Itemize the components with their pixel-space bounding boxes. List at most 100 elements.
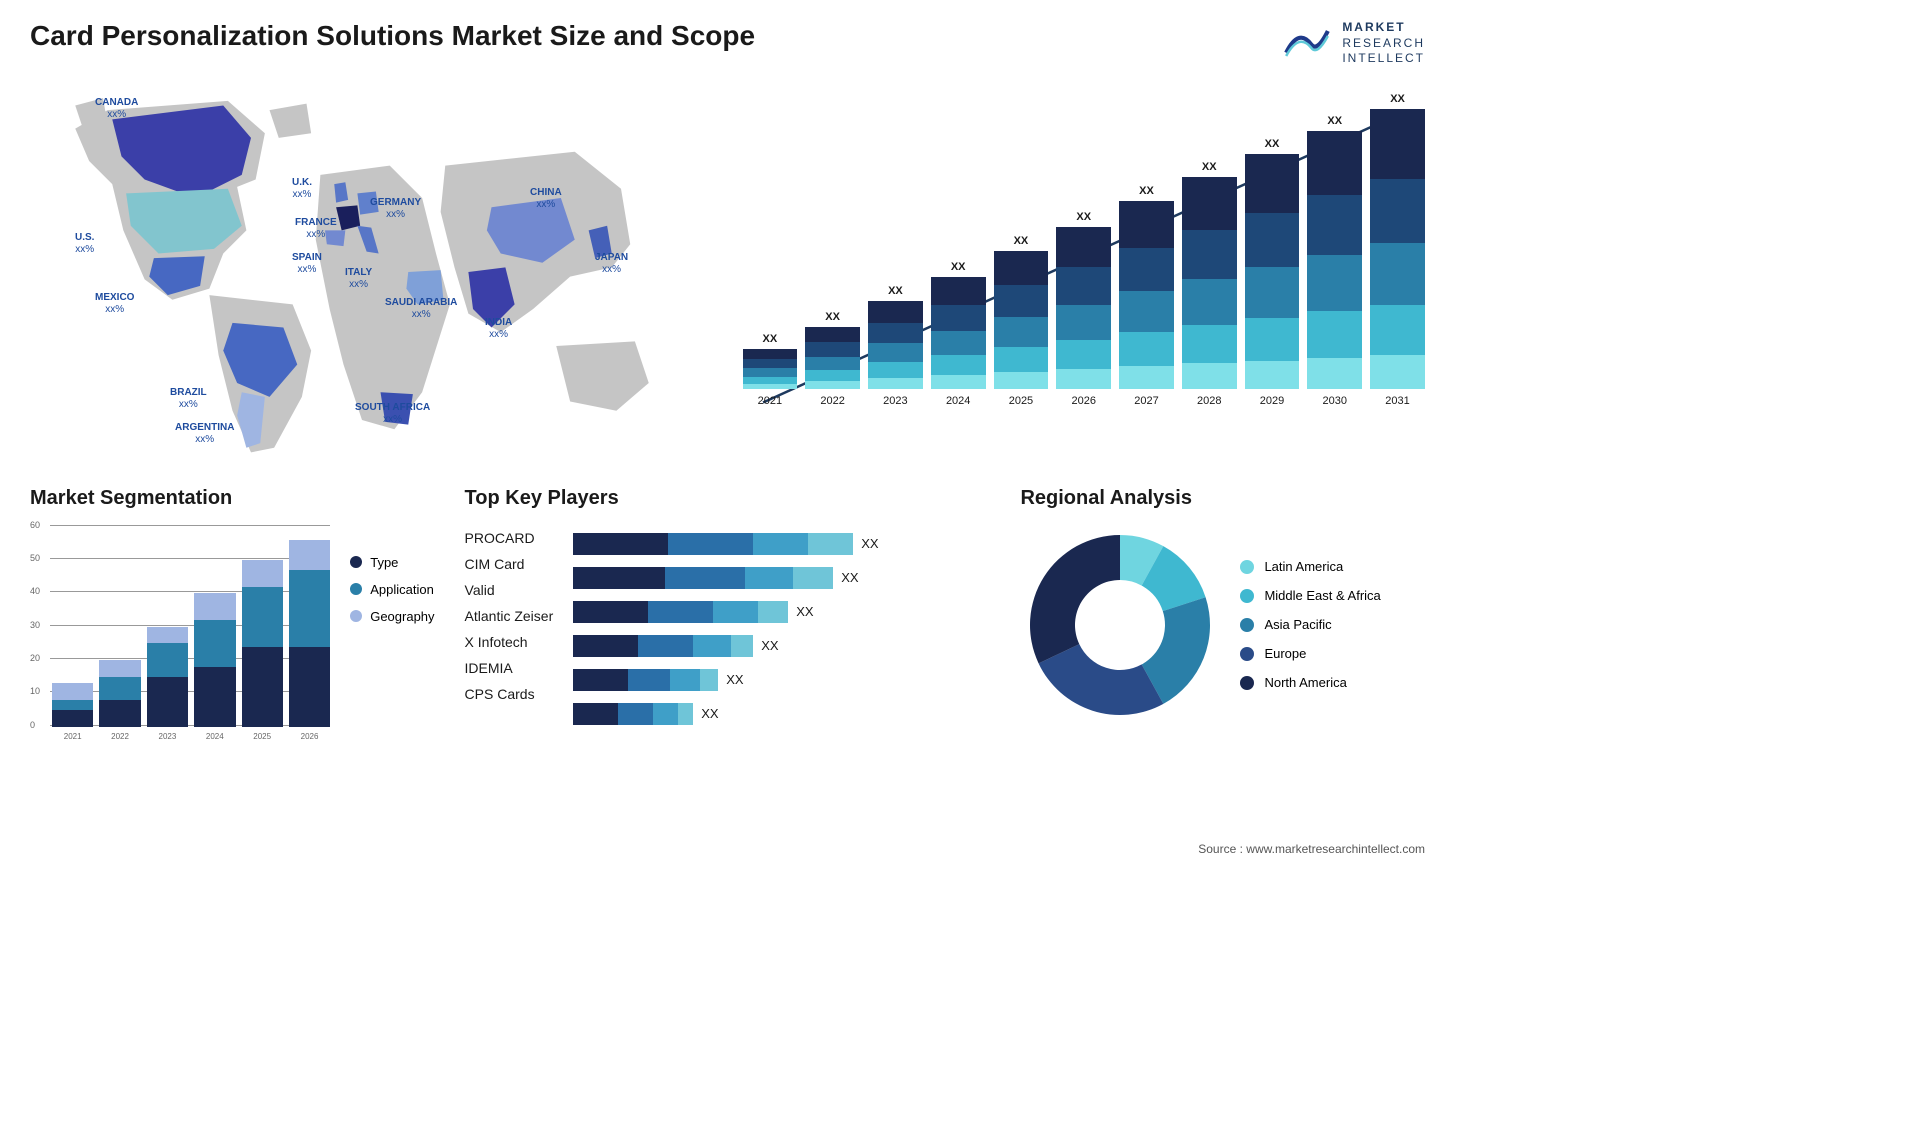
map-label-canada: CANADAxx% [95,97,138,121]
donut-slice [1039,644,1164,715]
yearly-bar-2027: XX 2027 [1119,185,1174,407]
map-label-japan: JAPANxx% [595,252,628,276]
bottom-row: Market Segmentation 01020304050602021202… [30,487,1425,767]
seg-bar-2023: 2023 [147,627,188,727]
player-name: Valid [465,582,554,598]
logo-text: MARKET RESEARCH INTELLECT [1342,20,1425,67]
yearly-bar-2029: XX2029 [1245,138,1300,407]
yearly-bar-value: XX [763,333,778,345]
regional-legend-item: Europe [1240,646,1380,661]
yearly-bar-2024: XX 2024 [931,261,986,407]
player-bar-row: XX [573,533,878,555]
yearly-bar-2021: XX 2021 [743,333,798,407]
segmentation-section: Market Segmentation 01020304050602021202… [30,487,435,767]
yearly-bar-2028: XX 2028 [1182,161,1237,407]
seg-legend-item: Geography [350,609,434,624]
regional-legend-item: North America [1240,675,1380,690]
regional-legend-item: Asia Pacific [1240,617,1380,632]
players-bars-chart: XX XX XX XX XX XX [573,525,878,725]
regional-donut-chart [1020,525,1220,725]
seg-year-label: 2026 [301,732,319,741]
player-bar-value: XX [841,570,858,585]
yearly-bar-value: XX [1202,161,1217,173]
legend-dot-icon [350,556,362,568]
yearly-year-label: 2023 [883,395,907,407]
yearly-bar-2022: XX 2022 [805,311,860,407]
legend-dot-icon [1240,589,1254,603]
yearly-bar-2031: XX2031 [1370,93,1425,407]
yearly-bar-value: XX [825,311,840,323]
yearly-year-label: 2024 [946,395,970,407]
seg-bar-2025: 2025 [242,560,283,727]
map-label-southafrica: SOUTH AFRICAxx% [355,402,430,426]
map-label-uk: U.K.xx% [292,177,312,201]
yearly-bar-value: XX [888,285,903,297]
player-bar-row: XX [573,601,878,623]
legend-dot-icon [350,610,362,622]
yearly-bar-value: XX [1139,185,1154,197]
yearly-year-label: 2030 [1323,395,1347,407]
yearly-bar-value: XX [951,261,966,273]
seg-bar-2022: 2022 [99,660,140,727]
map-label-argentina: ARGENTINAxx% [175,422,234,446]
seg-year-label: 2024 [206,732,224,741]
segmentation-chart: 0102030405060202120222023202420252026 Ty… [30,525,435,745]
player-bar-value: XX [861,536,878,551]
seg-year-label: 2023 [159,732,177,741]
regional-legend-item: Latin America [1240,559,1380,574]
yearly-year-label: 2021 [758,395,782,407]
players-list: PROCARDCIM CardValidAtlantic ZeiserX Inf… [465,525,554,725]
players-title: Top Key Players [465,487,879,510]
yearly-year-label: 2025 [1009,395,1033,407]
top-row: CANADAxx%U.S.xx%MEXICOxx%BRAZILxx%ARGENT… [30,87,1425,457]
seg-year-label: 2022 [111,732,129,741]
player-bar-value: XX [796,604,813,619]
seg-bar-2026: 2026 [289,540,330,727]
yearly-growth-chart: XX2021XX2022XX2023XX2024XX2025XX2026XX20… [743,87,1426,457]
legend-dot-icon [350,583,362,595]
yearly-year-label: 2031 [1385,395,1409,407]
map-label-italy: ITALYxx% [345,267,372,291]
regional-legend-item: Middle East & Africa [1240,588,1380,603]
legend-dot-icon [1240,618,1254,632]
yearly-bar-value: XX [1076,211,1091,223]
map-label-spain: SPAINxx% [292,252,322,276]
header: Card Personalization Solutions Market Si… [30,20,1425,67]
seg-ytick: 0 [30,720,35,730]
seg-year-label: 2021 [64,732,82,741]
regional-section: Regional Analysis Latin AmericaMiddle Ea… [1020,487,1425,767]
brand-logo: MARKET RESEARCH INTELLECT [1282,20,1425,67]
yearly-bar-value: XX [1265,138,1280,150]
seg-legend-item: Application [350,582,434,597]
player-bar-row: XX [573,567,878,589]
yearly-bar-value: XX [1014,235,1029,247]
seg-ytick: 60 [30,520,40,530]
player-name: Atlantic Zeiser [465,608,554,624]
yearly-year-label: 2026 [1071,395,1095,407]
player-bar-row: XX [573,635,878,657]
segmentation-title: Market Segmentation [30,487,435,510]
legend-dot-icon [1240,560,1254,574]
player-name: CPS Cards [465,686,554,702]
map-label-us: U.S.xx% [75,232,94,256]
map-label-saudiarabia: SAUDI ARABIAxx% [385,297,457,321]
seg-ytick: 10 [30,686,40,696]
map-label-germany: GERMANYxx% [370,197,421,221]
yearly-year-label: 2027 [1134,395,1158,407]
seg-bar-2024: 2024 [194,593,235,726]
yearly-year-label: 2022 [820,395,844,407]
regional-legend: Latin America Middle East & Africa Asia Pa… [1240,559,1380,690]
player-name: IDEMIA [465,660,554,676]
player-bar-row: XX [573,669,878,691]
seg-legend-item: Type [350,555,434,570]
legend-dot-icon [1240,647,1254,661]
legend-dot-icon [1240,676,1254,690]
player-bar-value: XX [761,638,778,653]
player-bar-value: XX [701,706,718,721]
yearly-bar-2026: XX 2026 [1056,211,1111,407]
map-label-china: CHINAxx% [530,187,562,211]
players-section: Top Key Players PROCARDCIM CardValidAtla… [465,487,991,767]
yearly-year-label: 2028 [1197,395,1221,407]
world-map: CANADAxx%U.S.xx%MEXICOxx%BRAZILxx%ARGENT… [30,87,713,457]
map-label-mexico: MEXICOxx% [95,292,134,316]
